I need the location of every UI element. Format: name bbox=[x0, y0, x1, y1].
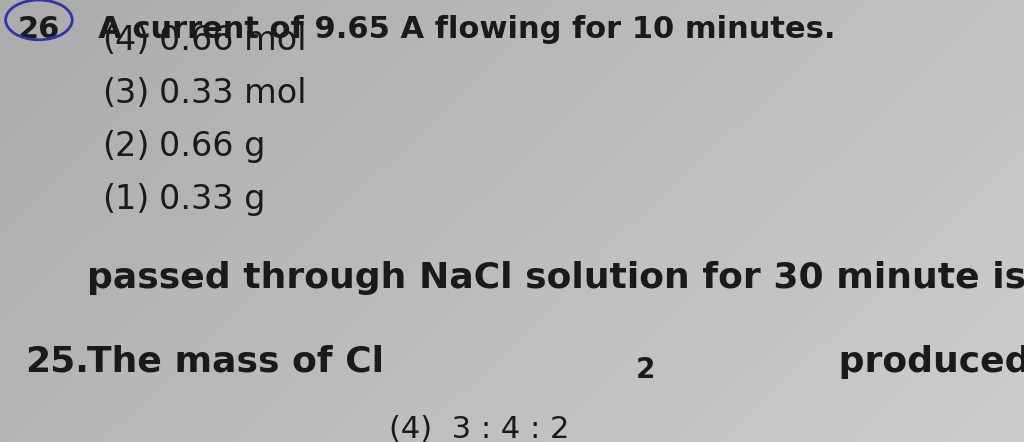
Text: The mass of Cl: The mass of Cl bbox=[87, 345, 384, 379]
Text: (2): (2) bbox=[102, 130, 150, 164]
Text: 0.33 g: 0.33 g bbox=[159, 183, 265, 217]
Text: produced when 1A current is: produced when 1A current is bbox=[825, 345, 1024, 379]
Text: 0.33 mol: 0.33 mol bbox=[159, 77, 306, 110]
Text: (1): (1) bbox=[102, 183, 150, 217]
Text: 2: 2 bbox=[636, 356, 654, 384]
Text: 25.: 25. bbox=[26, 345, 89, 379]
Text: 26: 26 bbox=[17, 15, 60, 45]
Text: 0.66 g: 0.66 g bbox=[159, 130, 265, 164]
Text: (4): (4) bbox=[102, 24, 150, 57]
Text: A current of 9.65 A flowing for 10 minutes.: A current of 9.65 A flowing for 10 minut… bbox=[77, 15, 836, 45]
Text: 2: 2 bbox=[636, 345, 654, 373]
Text: (3): (3) bbox=[102, 77, 150, 110]
Text: passed through NaCl solution for 30 minute is: passed through NaCl solution for 30 minu… bbox=[87, 261, 1024, 295]
Text: 0.66 mol: 0.66 mol bbox=[159, 24, 306, 57]
Text: (4)  3 : 4 : 2: (4) 3 : 4 : 2 bbox=[389, 415, 569, 442]
